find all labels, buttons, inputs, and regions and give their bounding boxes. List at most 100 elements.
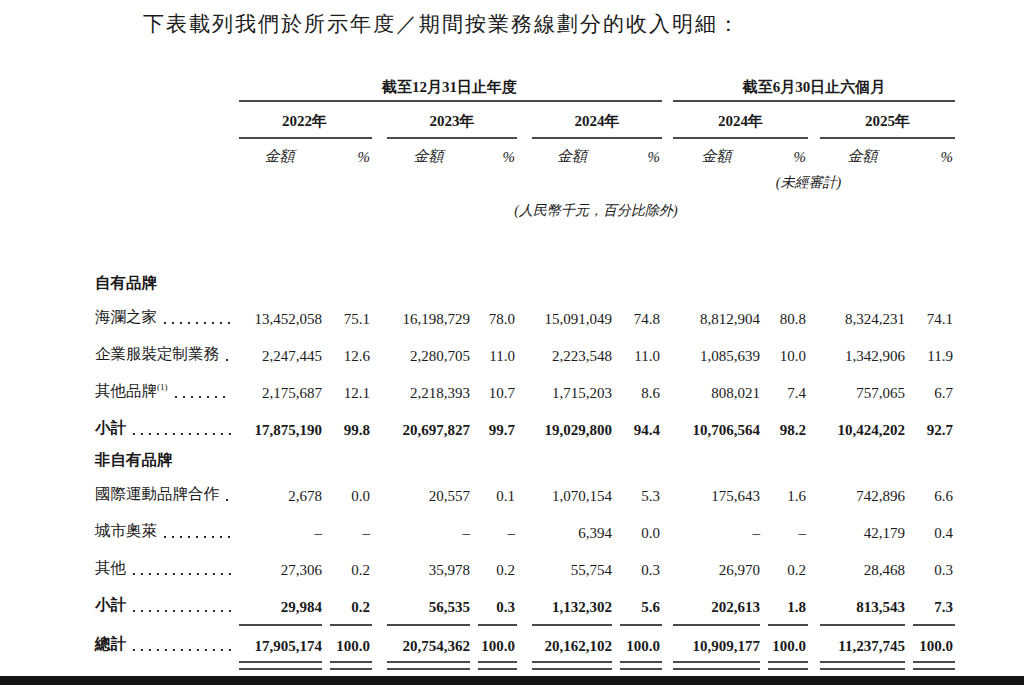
percent-cell: – <box>760 513 808 550</box>
amount-cell: 10,909,177 <box>662 629 760 661</box>
percent-cell: 10.0 <box>760 336 808 373</box>
amount-header: 金額 <box>808 142 905 172</box>
amount-cell: – <box>662 513 760 550</box>
amount-header: 金額 <box>662 142 760 172</box>
amount-cell: 2,247,445 <box>237 336 322 373</box>
percent-cell: 8.6 <box>612 373 662 410</box>
amount-cell: 813,543 <box>808 587 905 624</box>
amount-cell: 8,812,904 <box>662 299 760 336</box>
amount-cell: 808,021 <box>662 373 760 410</box>
dot-leader <box>133 610 231 612</box>
table-row: 總計17,905,174100.020,754,362100.020,162,1… <box>95 629 955 661</box>
percent-cell: 0.4 <box>905 513 955 550</box>
percent-header: % <box>612 142 662 172</box>
row-label: 小計 <box>95 587 237 624</box>
percent-cell: 0.2 <box>470 550 517 587</box>
total-double-rule <box>808 661 905 670</box>
percent-cell: 7.3 <box>905 587 955 624</box>
units-spacer <box>95 196 237 224</box>
table-row: 企業服裝定制業務2,247,44512.62,280,70511.02,223,… <box>95 336 955 373</box>
amount-cell: 29,984 <box>237 587 322 624</box>
amount-cell: 1,085,639 <box>662 336 760 373</box>
units-note-row: (人民幣千元，百分比除外) <box>95 196 955 224</box>
percent-cell: 0.0 <box>612 513 662 550</box>
amount-cell: 1,132,302 <box>517 587 612 624</box>
amount-header: 金額 <box>372 142 470 172</box>
amount-cell: 35,978 <box>372 550 470 587</box>
row-label: 其他品牌(1) <box>95 373 237 410</box>
percent-cell: 100.0 <box>470 629 517 661</box>
unaudited-note: (未經審計) <box>662 172 955 196</box>
amount-header: 金額 <box>517 142 612 172</box>
header-body-spacer <box>95 224 955 270</box>
percent-cell: 12.1 <box>322 373 372 410</box>
amount-cell: 13,452,058 <box>237 299 322 336</box>
amount-cell: 2,678 <box>237 476 322 513</box>
percent-header: % <box>470 142 517 172</box>
percent-cell: 11.0 <box>612 336 662 373</box>
percent-cell: 0.3 <box>905 550 955 587</box>
percent-cell: 0.2 <box>322 587 372 624</box>
percent-cell: 100.0 <box>322 629 372 661</box>
total-double-rule <box>517 661 612 670</box>
percent-cell: 74.8 <box>612 299 662 336</box>
percent-cell: 1.8 <box>760 587 808 624</box>
percent-cell: 11.0 <box>470 336 517 373</box>
section-label: 自有品牌 <box>95 270 955 299</box>
amount-cell: 1,342,906 <box>808 336 905 373</box>
amount-cell: 8,324,231 <box>808 299 905 336</box>
total-double-rule <box>470 661 517 670</box>
total-double-rule <box>237 661 322 670</box>
percent-cell: 6.6 <box>905 476 955 513</box>
percent-cell: 74.1 <box>905 299 955 336</box>
note-spacer <box>95 172 662 196</box>
amount-cell: 10,706,564 <box>662 410 760 447</box>
amount-cell: 742,896 <box>808 476 905 513</box>
year-spacer <box>95 105 237 137</box>
year-header-row: 2022年 2023年 2024年 2024年 2025年 <box>95 105 955 137</box>
amount-cell: 56,535 <box>372 587 470 624</box>
unaudited-note-row: (未經審計) <box>95 172 955 196</box>
percent-cell: 78.0 <box>470 299 517 336</box>
units-note: (人民幣千元，百分比除外) <box>237 196 955 224</box>
amount-cell: 20,754,362 <box>372 629 470 661</box>
row-label: 國際運動品牌合作 <box>95 476 237 513</box>
amount-cell: 6,394 <box>517 513 612 550</box>
bottom-cutoff-bar <box>0 676 1024 685</box>
col-spacer <box>95 142 237 172</box>
dot-leader <box>226 359 231 361</box>
interim-group-header: 截至6月30日止六個月 <box>662 76 955 100</box>
annual-group-header: 截至12月31日止年度 <box>237 76 662 100</box>
amount-cell: 11,237,745 <box>808 629 905 661</box>
amount-cell: 20,162,102 <box>517 629 612 661</box>
row-label: 城市奧萊 <box>95 513 237 550</box>
amount-cell: 2,175,687 <box>237 373 322 410</box>
percent-cell: 6.7 <box>905 373 955 410</box>
percent-cell: – <box>322 513 372 550</box>
amount-cell: 175,643 <box>662 476 760 513</box>
amount-header: 金額 <box>237 142 322 172</box>
dot-leader <box>164 322 231 324</box>
percent-cell: 0.3 <box>470 587 517 624</box>
total-double-rule <box>372 661 470 670</box>
year-2025: 2025年 <box>808 105 955 137</box>
percent-cell: 10.7 <box>470 373 517 410</box>
row-label: 企業服裝定制業務 <box>95 336 237 373</box>
amount-cell: 19,029,800 <box>517 410 612 447</box>
percent-cell: 92.7 <box>905 410 955 447</box>
percent-cell: 94.4 <box>612 410 662 447</box>
row-label: 海瀾之家 <box>95 299 237 336</box>
rule-spacer <box>95 661 237 670</box>
amount-cell: 16,198,729 <box>372 299 470 336</box>
amount-cell: 1,070,154 <box>517 476 612 513</box>
percent-cell: 0.3 <box>612 550 662 587</box>
column-header-row: 金額 % 金額 % 金額 % 金額 % 金額 % <box>95 142 955 172</box>
corner-cell <box>95 76 237 100</box>
total-double-rule <box>760 661 808 670</box>
row-label: 總計 <box>95 629 237 661</box>
table-row: 小計17,875,19099.820,697,82799.719,029,800… <box>95 410 955 447</box>
percent-cell: 0.2 <box>760 550 808 587</box>
year-2023: 2023年 <box>372 105 517 137</box>
amount-cell: 202,613 <box>662 587 760 624</box>
table-row: 其他27,3060.235,9780.255,7540.326,9700.228… <box>95 550 955 587</box>
